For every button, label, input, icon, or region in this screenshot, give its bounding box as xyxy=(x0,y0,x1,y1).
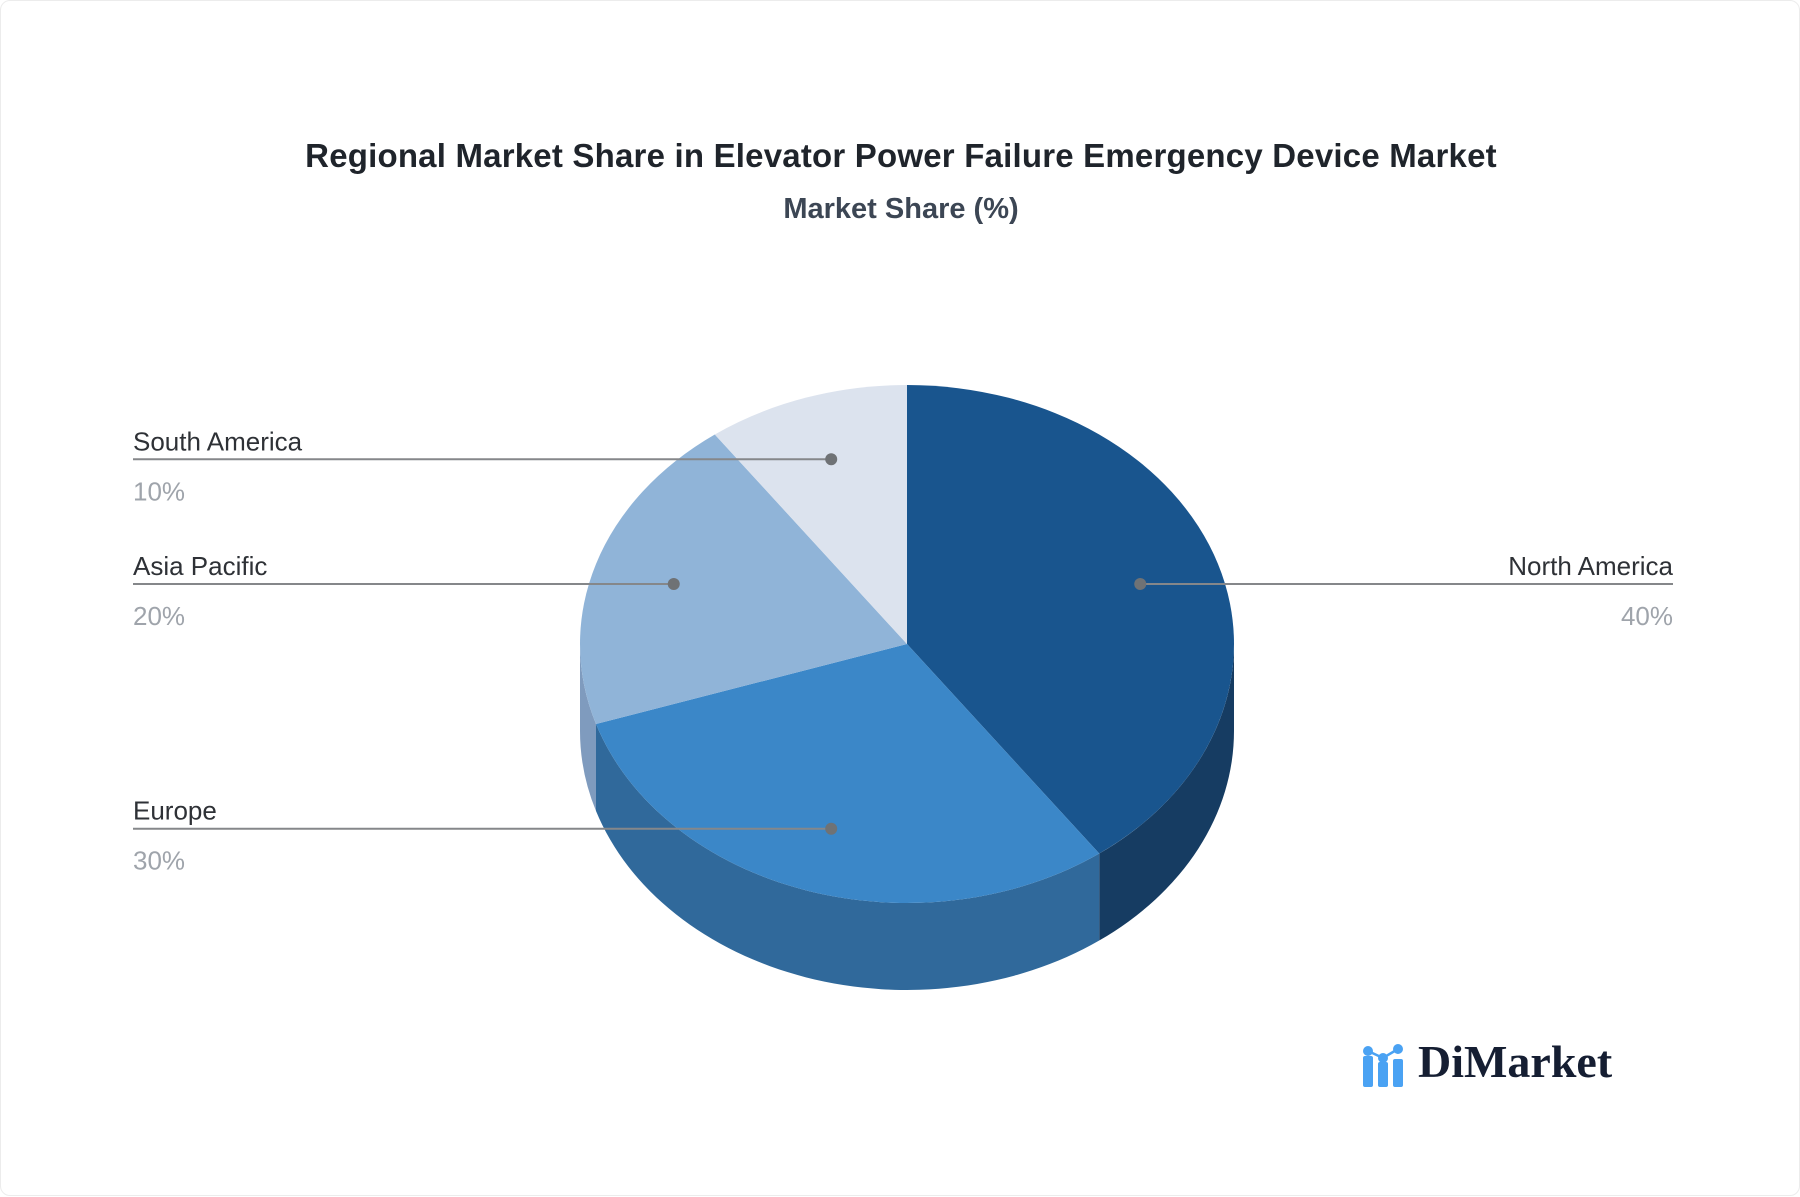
pie-slice-europe[interactable] xyxy=(596,644,1100,903)
slice-label-south-america: South America xyxy=(133,426,303,456)
brand-logo: DiMarket xyxy=(1361,1035,1612,1093)
callout-dot-europe xyxy=(825,822,838,835)
slice-label-north-america: North America xyxy=(1508,551,1673,581)
brand-name: DiMarket xyxy=(1418,1036,1613,1087)
chart-title: Regional Market Share in Elevator Power … xyxy=(305,137,1497,174)
chart-subtitle: Market Share (%) xyxy=(783,193,1019,225)
callout-dot-asia-pacific xyxy=(667,577,680,590)
slice-value-north-america: 40% xyxy=(1621,601,1673,631)
slice-label-europe: Europe xyxy=(133,796,217,826)
slice-value-south-america: 10% xyxy=(133,476,185,506)
callout-dot-south-america xyxy=(825,453,838,466)
pie-slice-north-america[interactable] xyxy=(907,385,1235,854)
bar-chart-logo-icon xyxy=(1363,1044,1403,1087)
pie-slice-side-north-america xyxy=(1099,644,1234,941)
pie-slice-side-europe xyxy=(596,724,1100,990)
pie-slice-south-america[interactable] xyxy=(714,385,907,644)
callout-dot-north-america xyxy=(1134,577,1147,590)
slice-label-asia-pacific: Asia Pacific xyxy=(133,551,267,581)
pie-slice-asia-pacific[interactable] xyxy=(580,434,907,725)
slice-value-asia-pacific: 20% xyxy=(133,601,185,631)
pie-slice-side-asia-pacific xyxy=(580,644,597,812)
slice-value-europe: 30% xyxy=(133,846,185,876)
